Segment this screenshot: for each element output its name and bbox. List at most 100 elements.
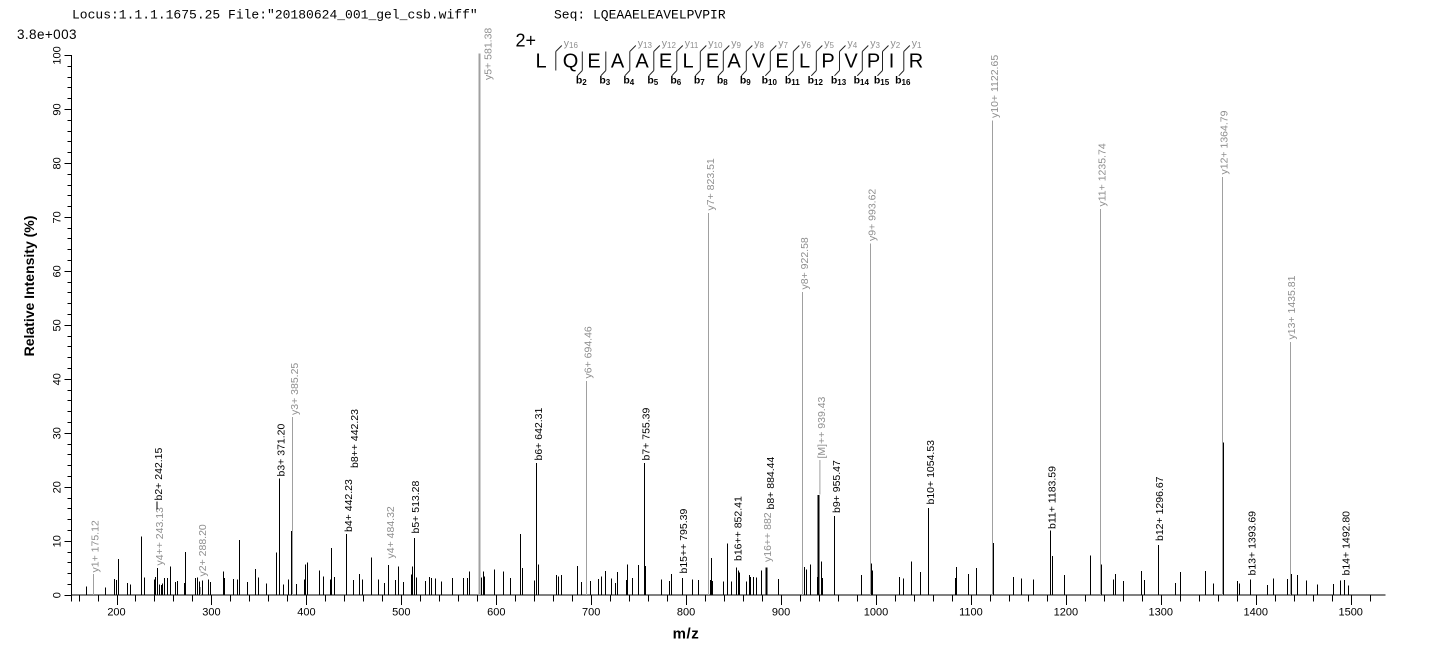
svg-text:m/z: m/z — [673, 626, 700, 643]
svg-text:y5: y5 — [824, 38, 834, 51]
svg-text:y6+ 694.46: y6+ 694.46 — [582, 326, 594, 378]
svg-text:300: 300 — [202, 606, 220, 618]
svg-text:y6: y6 — [801, 38, 811, 51]
svg-text:b4: b4 — [623, 75, 634, 88]
svg-text:b16: b16 — [895, 75, 911, 88]
svg-text:400: 400 — [297, 606, 315, 618]
svg-text:b12+ 1296.67: b12+ 1296.67 — [1154, 476, 1166, 541]
svg-text:y16++ 882: y16++ 882 — [762, 512, 774, 562]
svg-text:V: V — [752, 51, 766, 73]
svg-text:y4: y4 — [848, 38, 858, 51]
svg-text:b8+ 884.44: b8+ 884.44 — [765, 456, 777, 509]
svg-text:b13: b13 — [831, 75, 847, 88]
svg-text:y1: y1 — [912, 38, 922, 51]
svg-text:y10: y10 — [708, 38, 723, 51]
svg-text:E: E — [775, 51, 788, 73]
svg-text:200: 200 — [107, 606, 125, 618]
svg-text:y3+ 385.25: y3+ 385.25 — [289, 363, 301, 415]
svg-text:y9+ 993.62: y9+ 993.62 — [866, 189, 878, 241]
svg-text:R: R — [909, 51, 923, 73]
svg-text:y4++ 243.13: y4++ 243.13 — [154, 507, 166, 566]
svg-text:b13+ 1393.69: b13+ 1393.69 — [1246, 511, 1258, 576]
svg-text:L: L — [682, 51, 693, 73]
svg-text:y13+ 1435.81: y13+ 1435.81 — [1286, 275, 1298, 339]
svg-text:b3+ 371.20: b3+ 371.20 — [276, 423, 288, 476]
svg-text:y4+ 484.32: y4+ 484.32 — [385, 506, 397, 558]
svg-text:3.8e+003: 3.8e+003 — [17, 27, 77, 42]
svg-text:1500: 1500 — [1338, 606, 1362, 618]
svg-text:P: P — [821, 51, 834, 73]
svg-text:y8: y8 — [754, 38, 764, 51]
svg-text:b3: b3 — [599, 75, 610, 88]
svg-text:20: 20 — [52, 481, 64, 493]
svg-text:y11: y11 — [685, 38, 699, 51]
svg-text:500: 500 — [392, 606, 410, 618]
svg-text:800: 800 — [677, 606, 695, 618]
svg-text:E: E — [659, 51, 672, 73]
svg-text:Seq: LQEAAELEAVELPVPIR: Seq: LQEAAELEAVELPVPIR — [554, 8, 726, 23]
svg-text:1000: 1000 — [864, 606, 888, 618]
svg-text:y3: y3 — [870, 38, 880, 51]
svg-text:b9: b9 — [740, 75, 751, 88]
svg-text:b2: b2 — [576, 75, 587, 88]
svg-text:60: 60 — [52, 265, 64, 277]
svg-text:E: E — [706, 51, 719, 73]
svg-text:1100: 1100 — [959, 606, 983, 618]
svg-text:b15: b15 — [874, 75, 890, 88]
svg-text:y12+ 1364.79: y12+ 1364.79 — [1219, 110, 1231, 174]
svg-text:b11+ 1183.59: b11+ 1183.59 — [1047, 466, 1059, 529]
svg-text:b8: b8 — [717, 75, 728, 88]
svg-text:y13: y13 — [638, 38, 653, 51]
svg-text:b5: b5 — [647, 75, 658, 88]
svg-text:L: L — [535, 51, 546, 73]
svg-text:y8+ 922.58: y8+ 922.58 — [799, 237, 811, 289]
svg-text:700: 700 — [582, 606, 600, 618]
svg-text:b10+ 1054.53: b10+ 1054.53 — [925, 440, 937, 505]
svg-text:90: 90 — [52, 103, 64, 115]
svg-text:y10+ 1122.65: y10+ 1122.65 — [989, 55, 1001, 118]
svg-text:b14+ 1492.80: b14+ 1492.80 — [1340, 511, 1352, 576]
svg-text:1300: 1300 — [1149, 606, 1173, 618]
svg-text:y2+ 288.20: y2+ 288.20 — [197, 524, 209, 576]
svg-text:[M]++ 939.43: [M]++ 939.43 — [816, 396, 828, 458]
svg-text:600: 600 — [487, 606, 505, 618]
svg-text:80: 80 — [52, 157, 64, 169]
svg-text:100: 100 — [52, 46, 64, 64]
svg-text:y12: y12 — [662, 38, 677, 51]
svg-text:b8++ 442.23: b8++ 442.23 — [349, 409, 361, 468]
svg-text:b10: b10 — [762, 75, 778, 88]
svg-text:b11: b11 — [785, 75, 800, 88]
svg-text:Locus:1.1.1.1675.25 File:"2018: Locus:1.1.1.1675.25 File:"20180624_001_g… — [72, 8, 478, 23]
svg-text:b15++ 795.39: b15++ 795.39 — [678, 509, 690, 574]
svg-text:b12: b12 — [808, 75, 824, 88]
svg-text:900: 900 — [772, 606, 790, 618]
svg-text:I: I — [889, 51, 895, 73]
svg-text:L: L — [799, 51, 810, 73]
svg-text:b6: b6 — [670, 75, 681, 88]
svg-text:Q: Q — [563, 51, 579, 73]
svg-text:b6+ 642.31: b6+ 642.31 — [533, 407, 545, 460]
svg-text:b7+ 755.39: b7+ 755.39 — [640, 407, 652, 460]
svg-text:y11+ 1235.74: y11+ 1235.74 — [1096, 143, 1108, 206]
svg-text:y9: y9 — [731, 38, 741, 51]
svg-text:b16++ 852.41: b16++ 852.41 — [732, 496, 744, 561]
svg-text:y5+ 581.38: y5+ 581.38 — [483, 28, 495, 80]
svg-text:b4+ 442.23: b4+ 442.23 — [343, 479, 355, 532]
svg-text:b2+ 242.15: b2+ 242.15 — [153, 447, 165, 500]
svg-text:A: A — [635, 51, 649, 73]
svg-text:y16: y16 — [564, 38, 579, 51]
svg-text:V: V — [844, 51, 858, 73]
svg-text:0: 0 — [52, 592, 64, 598]
svg-text:y1+ 175.12: y1+ 175.12 — [89, 520, 101, 572]
svg-text:P: P — [867, 51, 880, 73]
svg-text:E: E — [587, 51, 600, 73]
svg-text:Relative Intensity (%): Relative Intensity (%) — [21, 216, 37, 357]
svg-text:y7: y7 — [778, 38, 788, 51]
svg-text:b14: b14 — [854, 75, 870, 88]
svg-text:40: 40 — [52, 373, 64, 385]
svg-text:y2: y2 — [891, 38, 901, 51]
svg-text:A: A — [727, 51, 741, 73]
svg-text:70: 70 — [52, 211, 64, 223]
svg-text:b5+ 513.28: b5+ 513.28 — [410, 480, 422, 533]
svg-text:10: 10 — [52, 535, 64, 547]
